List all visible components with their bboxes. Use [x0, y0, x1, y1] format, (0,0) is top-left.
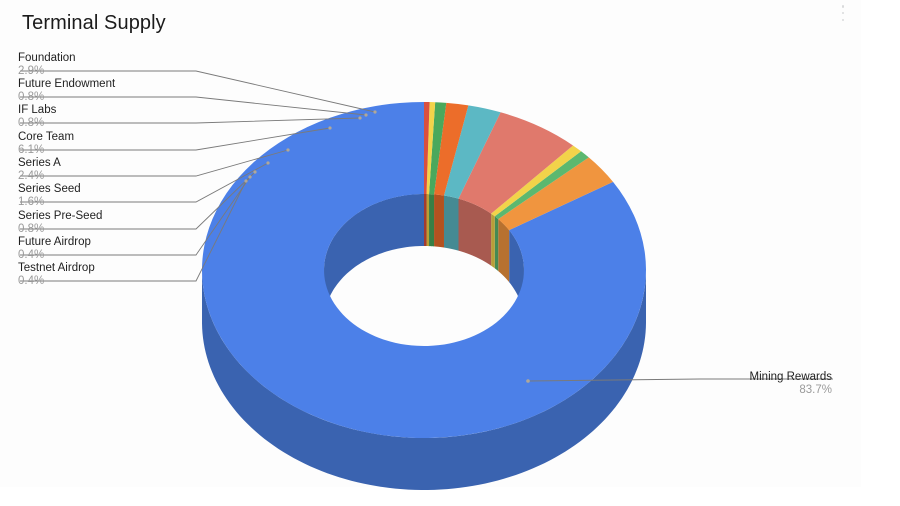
donut-slice[interactable]	[424, 101, 430, 195]
donut-top-face	[201, 101, 646, 438]
callout-label: Series Pre-Seed	[18, 210, 103, 222]
chart-title: Terminal Supply	[22, 12, 166, 34]
donut-slice[interactable]	[498, 157, 614, 231]
donut-inner-wall	[434, 194, 444, 248]
callout-value: 0.8%	[18, 117, 45, 129]
donut-slice[interactable]	[434, 102, 469, 196]
callout-value: 2.9%	[18, 65, 45, 77]
callout-future-airdrop: Future Airdrop 0.4%	[18, 236, 210, 262]
callout-label: Mining Rewards	[749, 371, 832, 383]
kebab-dot-2	[841, 11, 845, 15]
callout-value: 0.4%	[18, 275, 45, 287]
callout-if-labs: IF Labs 0.8%	[18, 104, 210, 130]
kebab-dot-1	[841, 5, 845, 8]
donut-inner-wall	[491, 213, 495, 269]
callout-testnet-airdrop: Testnet Airdrop 0.4%	[18, 262, 210, 288]
callout-label: Testnet Airdrop	[18, 262, 95, 274]
callout-value: 0.4%	[18, 249, 45, 261]
donut-inner-wall	[498, 219, 510, 283]
callout-foundation: Foundation 2.9%	[18, 52, 210, 78]
callout-series-pre-seed: Series Pre-Seed 0.8%	[18, 210, 210, 236]
callout-label: Future Airdrop	[18, 236, 91, 248]
donut-slice[interactable]	[201, 102, 646, 438]
donut-inner-wall	[429, 194, 435, 247]
callout-label: Future Endowment	[18, 78, 116, 90]
callout-label: Series Seed	[18, 183, 81, 195]
callout-value: 0.8%	[18, 91, 45, 103]
callout-label: IF Labs	[18, 104, 57, 116]
donut-inner-wall	[458, 198, 492, 266]
donut-slice[interactable]	[443, 105, 501, 199]
callout-value: 83.7%	[799, 384, 832, 396]
callout-core-team: Core Team 6.1%	[18, 131, 210, 157]
donut-slice[interactable]	[458, 112, 574, 214]
callout-mining-rewards: Mining Rewards 83.7%	[652, 371, 832, 397]
callout-label: Core Team	[18, 131, 75, 143]
donut-inner-wall	[324, 194, 424, 321]
callout-label: Foundation	[18, 52, 76, 64]
donut-slice[interactable]	[491, 145, 582, 217]
callout-value: 1.6%	[18, 196, 45, 208]
callout-label: Series A	[18, 157, 61, 169]
callout-series-seed: Series Seed 1.6%	[18, 183, 210, 209]
callout-value: 2.4%	[18, 170, 45, 182]
donut-inner-wall	[426, 194, 430, 247]
callout-value: 0.8%	[18, 223, 45, 235]
donut-side-walls	[202, 194, 646, 490]
callout-value: 6.1%	[18, 144, 45, 156]
donut-inner-wall	[443, 195, 459, 251]
donut-slice[interactable]	[426, 102, 436, 195]
donut-outer-wall	[202, 270, 646, 490]
kebab-dot-3	[841, 18, 845, 21]
kebab-menu-icon[interactable]	[838, 4, 848, 22]
donut-inner-wall	[424, 194, 427, 247]
callout-series-a: Series A 2.4%	[18, 157, 210, 183]
donut-slice[interactable]	[494, 151, 589, 220]
donut-slice[interactable]	[429, 102, 447, 195]
callout-future-endowment: Future Endowment 0.8%	[18, 78, 210, 104]
donut-inner-wall	[494, 216, 499, 272]
